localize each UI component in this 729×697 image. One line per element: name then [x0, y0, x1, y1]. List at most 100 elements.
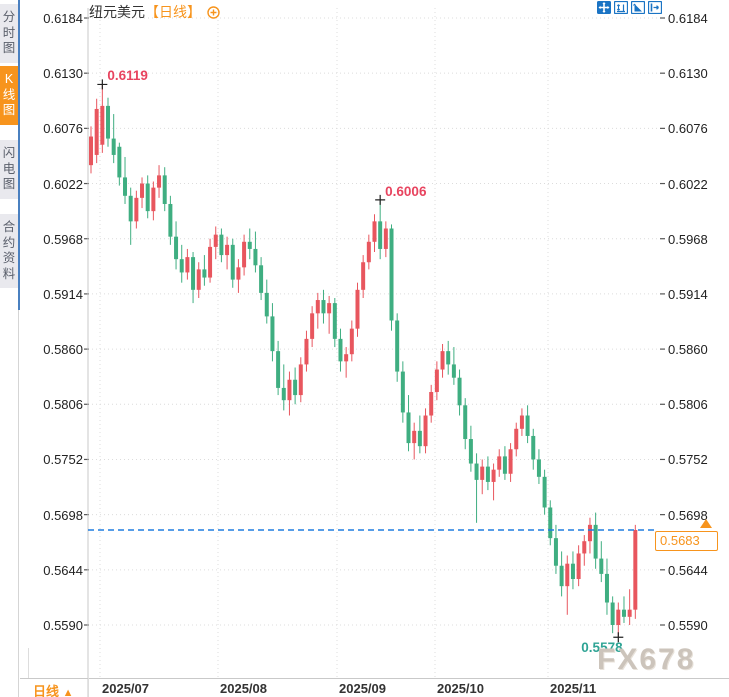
- sidebar-tab-1[interactable]: 分时图: [0, 4, 18, 63]
- candle: [621, 609, 626, 617]
- candle: [378, 221, 383, 249]
- candle: [202, 269, 207, 278]
- candle: [446, 351, 451, 365]
- candle: [525, 415, 530, 436]
- y-axis-label-left: 0.6022: [43, 176, 83, 192]
- candle: [434, 369, 439, 393]
- candle: [276, 351, 281, 388]
- sidebar-tab-3[interactable]: 闪电图: [0, 140, 18, 199]
- bottom-divider-left: [28, 648, 29, 678]
- price-extreme-label: 0.5578: [581, 640, 623, 656]
- candle: [531, 435, 536, 460]
- candle: [366, 241, 371, 263]
- x-axis-label: 2025/07: [102, 681, 149, 696]
- y-axis-label-left: 0.5968: [43, 231, 83, 247]
- candle: [236, 267, 241, 280]
- candle: [168, 203, 173, 237]
- candle: [599, 558, 604, 574]
- candle: [253, 248, 258, 266]
- timeframe-selector-label: 日线: [33, 684, 60, 697]
- candle: [400, 371, 405, 413]
- x-axis-label: 2025/08: [220, 681, 267, 696]
- candle: [474, 463, 479, 480]
- y-axis-label-right: 0.6076: [668, 121, 708, 137]
- timeframe-selector[interactable]: 日线 ▲: [33, 681, 74, 697]
- candle: [542, 476, 547, 508]
- y-axis-label-right: 0.5914: [668, 286, 708, 302]
- candle: [270, 316, 275, 352]
- candle: [616, 609, 621, 625]
- sidebar: 分时图 K线图闪电图合约资料: [0, 0, 20, 697]
- timeframe-tag: 【日线】: [145, 4, 201, 20]
- candle: [321, 300, 326, 314]
- chart-title: 纽元美元【日线】: [89, 2, 220, 22]
- candle: [423, 415, 428, 447]
- candle: [565, 563, 570, 587]
- y-axis-label-left: 0.5698: [43, 507, 83, 523]
- watermark: FX678: [597, 643, 696, 676]
- symbol-name: 纽元美元: [89, 4, 145, 20]
- y-axis-label-right: 0.6130: [668, 66, 708, 82]
- candle: [553, 538, 558, 566]
- candle: [355, 289, 360, 329]
- y-axis-label-right: 0.5806: [668, 397, 708, 413]
- exit-icon[interactable]: [647, 0, 663, 15]
- price-up-arrow: [700, 518, 712, 528]
- y-axis-label-right: 0.5644: [668, 562, 708, 578]
- sidebar-tab-2[interactable]: K线图: [0, 66, 18, 125]
- candle: [491, 469, 496, 482]
- candle: [502, 456, 507, 474]
- pan-icon[interactable]: [597, 1, 611, 14]
- candle: [559, 565, 564, 587]
- x-axis-label: 2025/11: [550, 681, 597, 696]
- candle: [117, 146, 122, 178]
- auto-zoom-icon[interactable]: [630, 0, 646, 15]
- candle: [417, 430, 422, 447]
- candle: [497, 456, 502, 470]
- y-axis-label-left: 0.5860: [43, 342, 83, 358]
- candle: [213, 234, 218, 247]
- y-axis-label-left: 0.6184: [43, 11, 83, 26]
- candle: [627, 609, 632, 617]
- candle: [264, 292, 269, 317]
- y-axis-label-left: 0.5806: [43, 397, 83, 413]
- bottom-divider-axis: [88, 678, 89, 697]
- candle: [593, 524, 598, 559]
- candle: [219, 234, 224, 256]
- candle: [145, 183, 150, 212]
- candle: [315, 300, 320, 314]
- y-axis-label-right: 0.6184: [668, 11, 708, 26]
- candle: [310, 313, 315, 339]
- candle: [480, 466, 485, 480]
- candle: [162, 175, 167, 204]
- x-axis-label: 2025/09: [339, 681, 386, 696]
- candle: [548, 507, 553, 539]
- candle: [610, 602, 615, 625]
- candle: [293, 379, 298, 396]
- candle: [247, 241, 252, 249]
- candle: [389, 228, 394, 321]
- sidebar-tab-4[interactable]: 合约资料: [0, 214, 18, 288]
- x-axis-label: 2025/10: [437, 681, 484, 696]
- candle: [157, 175, 162, 188]
- price-extreme-label: 0.6119: [107, 68, 148, 84]
- candle: [349, 328, 354, 355]
- candle: [536, 459, 541, 477]
- candle: [304, 338, 309, 365]
- candle: [570, 563, 575, 580]
- candle: [332, 303, 337, 339]
- candle: [123, 177, 128, 196]
- candle: [463, 405, 468, 440]
- y-axis-label-left: 0.5590: [43, 618, 83, 633]
- y-axis-label-left: 0.5752: [43, 452, 83, 468]
- current-price-label: 0.5683: [655, 530, 718, 551]
- candle: [582, 541, 587, 554]
- candle: [406, 412, 411, 444]
- fit-scale-icon[interactable]: [613, 0, 629, 15]
- candle: [383, 228, 388, 249]
- candle: [508, 449, 513, 474]
- y-axis-label-right: 0.5590: [668, 618, 708, 633]
- candle: [174, 236, 179, 260]
- plus-circle-icon[interactable]: [207, 6, 220, 22]
